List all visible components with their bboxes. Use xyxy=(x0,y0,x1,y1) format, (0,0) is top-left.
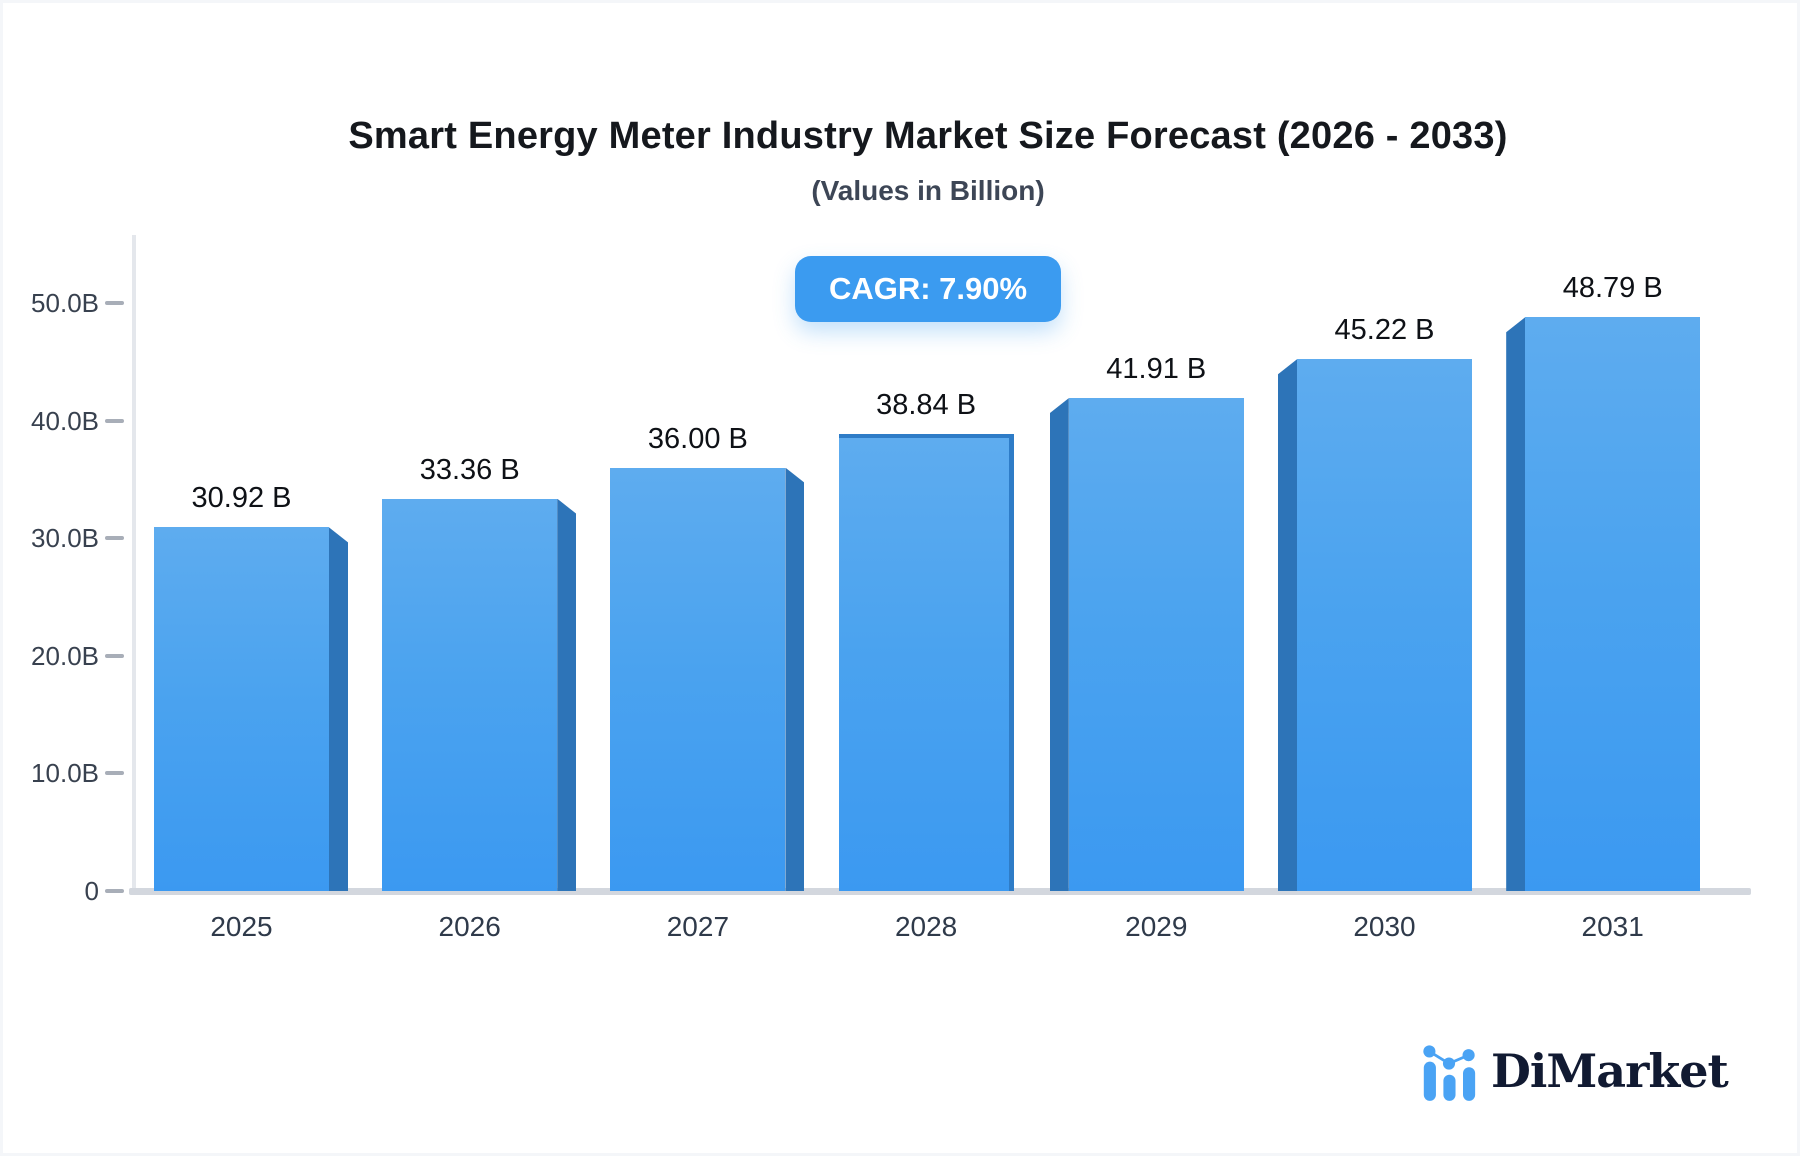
y-axis-line xyxy=(132,235,136,895)
bar-value-label: 48.79 B xyxy=(1562,272,1663,305)
dimarket-logo: DiMarket xyxy=(1421,1039,1729,1103)
y-axis-tick-label: 20.0B xyxy=(31,640,99,671)
y-axis-tick-label: 0 xyxy=(84,876,99,906)
y-axis-tick-mark xyxy=(105,889,124,893)
y-axis-tick-mark xyxy=(105,653,124,658)
logo-text: DiMarket xyxy=(1491,1044,1729,1098)
y-axis-tick-mark xyxy=(105,418,124,423)
bar-chart-logo-icon xyxy=(1423,1045,1476,1101)
x-axis-category-label: 2029 xyxy=(1125,911,1188,942)
y-axis-tick-mark xyxy=(105,771,124,776)
bar[interactable] xyxy=(838,434,1014,891)
x-axis-baseline xyxy=(129,888,1751,895)
bar[interactable] xyxy=(1068,398,1244,891)
bar-value-label: 33.36 B xyxy=(419,453,520,486)
y-axis-tick-mark xyxy=(105,301,124,305)
y-axis-tick-label: 30.0B xyxy=(31,523,99,554)
x-axis-category-label: 2030 xyxy=(1353,911,1416,942)
chart-title: Smart Energy Meter Industry Market Size … xyxy=(348,115,1508,157)
bar[interactable] xyxy=(610,467,786,891)
x-axis-category-label: 2025 xyxy=(210,911,273,942)
cagr-badge: CAGR: 7.90% xyxy=(794,256,1062,322)
x-axis-category-label: 2031 xyxy=(1581,911,1644,942)
bar[interactable] xyxy=(1297,359,1472,891)
bar-value-label: 45.22 B xyxy=(1334,314,1435,347)
bar-side-face xyxy=(1278,359,1297,891)
bar-value-label: 38.84 B xyxy=(876,389,977,422)
y-axis-tick-label: 50.0B xyxy=(31,288,99,318)
bar-value-label: 36.00 B xyxy=(647,422,748,455)
bar-side-face xyxy=(557,498,577,891)
x-axis-category-label: 2027 xyxy=(666,911,730,942)
cagr-badge-row: CAGR: 7.90% xyxy=(3,256,1797,322)
bar-side-face xyxy=(1506,317,1526,891)
y-axis-tick-label: 10.0B xyxy=(31,758,99,789)
x-axis-category-label: 2026 xyxy=(438,911,501,942)
bar-side-face xyxy=(785,467,805,891)
plot-area: 0 10.0B 20.0B 30.0B 40.0B 50.0B 30.92 B 2025 33.… xyxy=(3,3,1797,1153)
bar-side-face xyxy=(329,527,348,891)
x-axis-category-label: 2028 xyxy=(894,911,958,942)
bar[interactable] xyxy=(382,498,558,891)
bar[interactable] xyxy=(154,527,329,891)
bar[interactable] xyxy=(1525,317,1701,891)
y-axis-tick-mark xyxy=(105,536,124,541)
chart-subtitle: (Values in Billion) xyxy=(811,175,1045,206)
y-axis-tick-label: 40.0B xyxy=(31,405,99,436)
bar-value-label: 41.91 B xyxy=(1106,353,1207,386)
bar-side-face xyxy=(1049,398,1069,891)
bar-value-label: 30.92 B xyxy=(191,482,292,515)
